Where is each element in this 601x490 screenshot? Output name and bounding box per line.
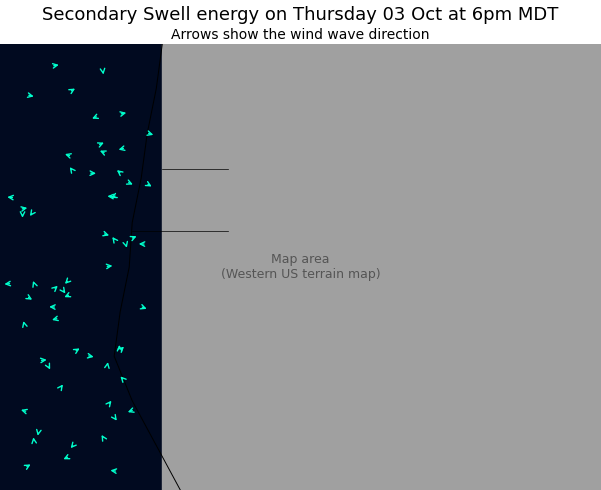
- Bar: [0, 44, 162, 490]
- Text: Secondary Swell energy on Thursday 03 Oct at 6pm MDT: Secondary Swell energy on Thursday 03 Oc…: [42, 6, 559, 25]
- Text: Map area
(Western US terrain map): Map area (Western US terrain map): [221, 253, 380, 281]
- Bar: [0, 44, 168, 490]
- Bar: [162, 44, 601, 490]
- Text: Arrows show the wind wave direction: Arrows show the wind wave direction: [171, 28, 430, 42]
- Bar: [168, 44, 601, 490]
